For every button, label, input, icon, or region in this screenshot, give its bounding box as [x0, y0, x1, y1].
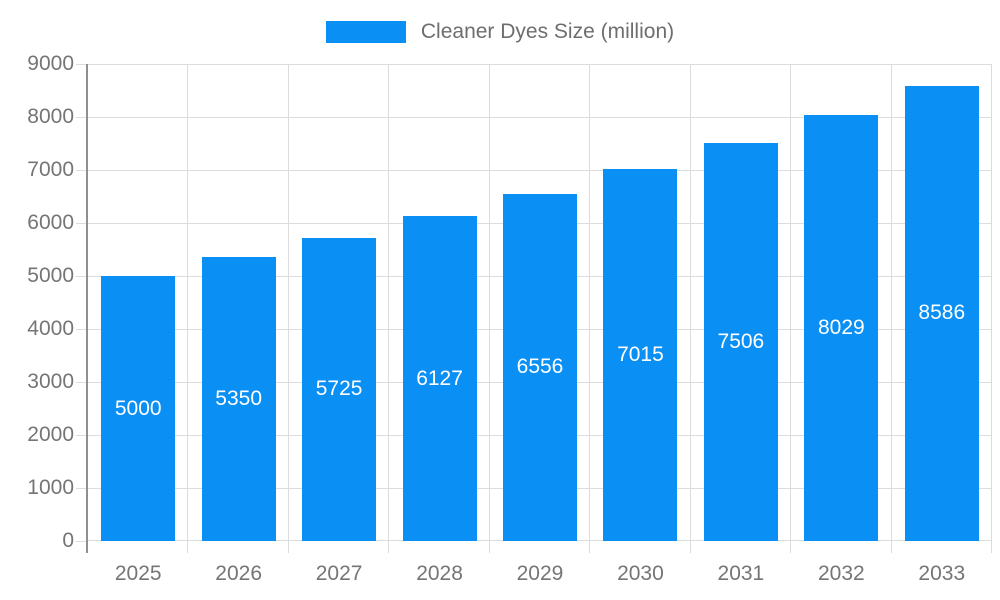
bar-value-label: 5725: [315, 377, 363, 401]
bar[interactable]: [603, 169, 678, 541]
bar[interactable]: [904, 85, 979, 541]
x-axis-label: 2025: [114, 562, 162, 585]
bar-value-label: 7015: [617, 343, 664, 367]
y-axis-label: 0: [62, 529, 74, 552]
gridline-vertical: [991, 64, 992, 553]
x-axis-label: 2033: [918, 562, 966, 585]
x-axis-label: 2027: [315, 562, 363, 585]
y-axis-tick: [76, 541, 86, 542]
legend-swatch-icon: [325, 21, 406, 43]
y-axis-tick: [76, 170, 86, 171]
y-axis-label: 4000: [27, 317, 74, 340]
legend[interactable]: Cleaner Dyes Size (million): [0, 19, 1000, 45]
y-axis-tick: [76, 329, 86, 330]
bar-value-label: 6127: [416, 366, 463, 390]
bar-value-label: 5350: [215, 387, 263, 411]
gridline-horizontal: [88, 64, 992, 65]
gridline-vertical: [890, 64, 892, 553]
gridline-horizontal: [88, 170, 992, 171]
x-axis-label: 2031: [717, 562, 765, 585]
bar-value-label: 6556: [516, 355, 564, 379]
bar[interactable]: [402, 216, 477, 541]
y-axis-tick: [76, 276, 86, 277]
legend-label: Cleaner Dyes Size (million): [420, 20, 675, 43]
bar-value-label: 5000: [114, 396, 162, 420]
bar-value-label: 7506: [717, 330, 765, 354]
y-axis-tick: [76, 117, 86, 118]
gridline-vertical: [689, 64, 691, 553]
y-axis-tick: [76, 435, 86, 436]
y-axis-label: 5000: [27, 264, 74, 287]
y-axis-label: 8000: [27, 105, 74, 128]
y-axis-label: 3000: [27, 370, 74, 393]
gridline-vertical: [790, 64, 792, 553]
x-axis-label: 2030: [617, 562, 664, 585]
x-axis-label: 2032: [817, 562, 865, 585]
x-axis-label: 2029: [516, 562, 564, 585]
y-axis-tick: [76, 488, 86, 489]
gridline-vertical: [388, 64, 390, 553]
y-axis-label: 9000: [27, 52, 74, 75]
y-axis-label: 6000: [27, 211, 74, 234]
gridline-vertical: [589, 64, 591, 553]
y-axis-label: 1000: [27, 476, 74, 499]
bar-value-label: 8029: [817, 316, 865, 340]
bar[interactable]: [101, 276, 176, 541]
gridline-vertical: [488, 64, 490, 553]
x-axis-label: 2026: [215, 562, 263, 585]
bar[interactable]: [302, 237, 377, 541]
gridline-vertical: [187, 64, 189, 553]
gridline-vertical: [287, 64, 289, 553]
y-axis-line: [86, 64, 88, 553]
y-axis-tick: [76, 223, 86, 224]
y-axis-tick: [76, 382, 86, 383]
y-axis-label: 7000: [27, 158, 74, 181]
y-axis-tick: [76, 64, 86, 65]
plot-area: 5000 5350 5725 6127 6556 7015 7506 8029 8586: [76, 64, 992, 553]
y-axis-label: 2000: [27, 423, 74, 446]
bar-value-label: 8586: [918, 301, 966, 325]
bar[interactable]: [201, 257, 276, 541]
x-axis-label: 2028: [416, 562, 463, 585]
bar[interactable]: [804, 115, 879, 541]
bar[interactable]: [703, 143, 778, 541]
gridline-horizontal: [88, 117, 992, 118]
bar[interactable]: [503, 193, 577, 541]
